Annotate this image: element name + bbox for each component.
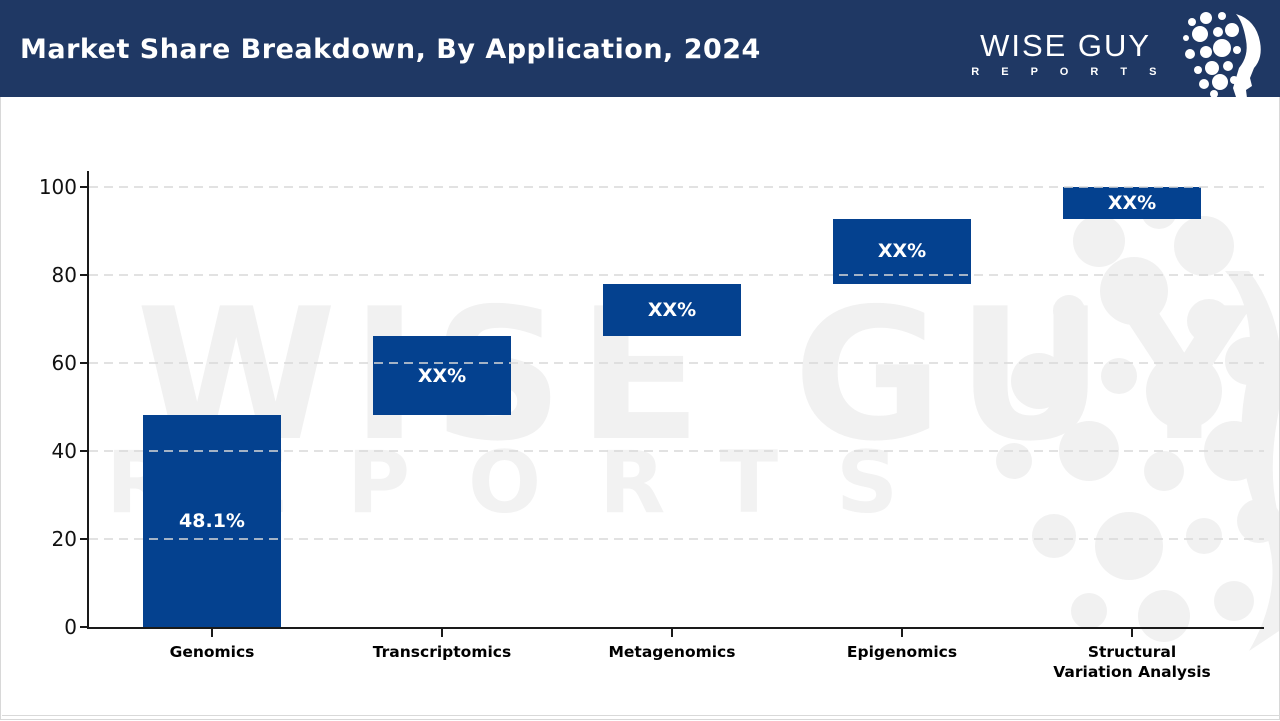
x-tick-3 [901, 629, 903, 637]
gridline-y-40 [89, 450, 1264, 452]
x-category-label: Genomics [169, 643, 255, 661]
gridline-y-20 [89, 538, 1264, 540]
y-axis-spine [87, 171, 89, 629]
y-tick-label-20: 20 [51, 527, 77, 551]
bar-structural-variation-analysis [1063, 187, 1201, 220]
x-tick-0 [211, 629, 213, 637]
y-tick-80 [80, 274, 88, 276]
logo-name: WISE GUY [980, 28, 1152, 63]
bottom-divider [2, 715, 1280, 716]
gridline-y-80 [89, 274, 1264, 276]
header-bar: Market Share Breakdown, By Application, … [0, 0, 1280, 100]
y-tick-60 [80, 362, 88, 364]
gridline-y-100 [89, 186, 1264, 188]
x-category-label: Transcriptomics [372, 643, 512, 661]
bar-transcriptomics [373, 335, 511, 416]
wise-guy-logo: WISE GUY R E P O R T S [971, 6, 1266, 100]
bar-value-label: XX% [417, 364, 467, 387]
bar-epigenomics [833, 219, 971, 284]
x-axis-spine [87, 627, 1264, 629]
y-tick-label-100: 100 [38, 175, 77, 199]
y-tick-100 [80, 186, 88, 188]
page-title: Market Share Breakdown, By Application, … [20, 34, 761, 65]
x-tick-4 [1131, 629, 1133, 637]
bar-value-label: XX% [647, 298, 697, 321]
gridline-y-60 [89, 362, 1264, 364]
logo-text: WISE GUY R E P O R T S [965, 28, 1166, 78]
y-tick-0 [80, 626, 88, 628]
y-tick-20 [80, 538, 88, 540]
x-category-label: Metagenomics [608, 643, 736, 661]
bar-value-label: 48.1% [179, 510, 245, 533]
bar-value-label: XX% [1107, 192, 1157, 215]
y-tick-label-40: 40 [51, 439, 77, 463]
x-tick-1 [441, 629, 443, 637]
x-tick-2 [671, 629, 673, 637]
x-category-label: Epigenomics [846, 643, 958, 661]
bar-value-label: XX% [877, 240, 927, 263]
y-tick-label-80: 80 [51, 263, 77, 287]
y-tick-40 [80, 450, 88, 452]
y-tick-label-60: 60 [51, 351, 77, 375]
logo-subtitle: R E P O R T S [971, 66, 1166, 78]
bar-metagenomics [603, 283, 741, 336]
x-category-label: Structural Variation Analysis [1053, 643, 1211, 682]
logo-head-icon [1183, 12, 1261, 100]
y-tick-label-0: 0 [64, 615, 77, 639]
